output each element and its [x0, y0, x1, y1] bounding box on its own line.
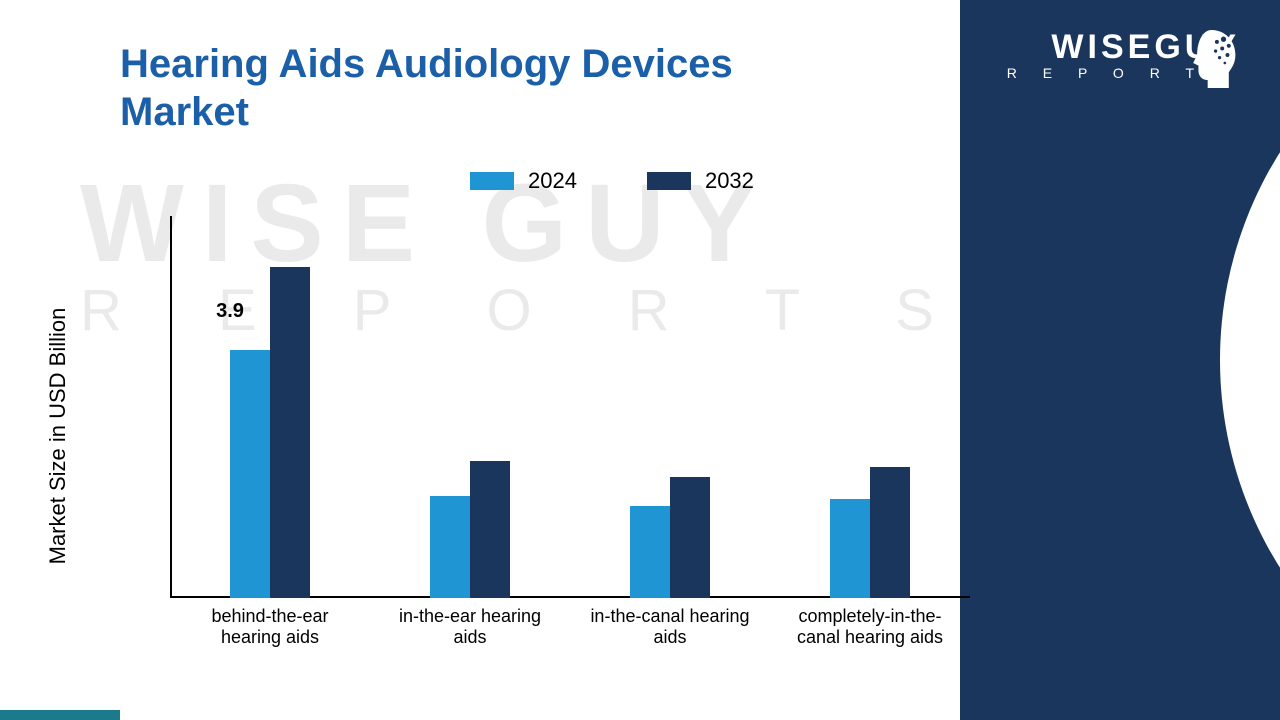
- legend: 2024 2032: [470, 168, 754, 194]
- bar-2032: [870, 467, 910, 598]
- bar-group: in-the-canal hearing aids: [590, 477, 750, 598]
- bar-group: 3.9behind-the-ear hearing aids: [190, 267, 350, 598]
- legend-label-2032: 2032: [705, 168, 754, 194]
- legend-label-2024: 2024: [528, 168, 577, 194]
- category-label: in-the-canal hearing aids: [590, 598, 750, 647]
- bar-2024: [830, 499, 870, 598]
- bar-group: in-the-ear hearing aids: [390, 461, 550, 598]
- legend-swatch-2032: [647, 172, 691, 190]
- brand-logo: WISEGUY R E P O R T S: [1007, 28, 1240, 81]
- y-axis: [170, 216, 172, 598]
- bar-2032: [470, 461, 510, 598]
- plot-area: 3.9behind-the-ear hearing aids in-the-ear…: [150, 216, 970, 598]
- ellipse-cutout: [1220, 0, 1280, 720]
- bar-group: completely-in-the-canal hearing aids: [790, 467, 950, 598]
- chart-title: Hearing Aids Audiology Devices Market: [120, 40, 820, 136]
- chart: Market Size in USD Billion 3.9behind-the…: [100, 216, 970, 656]
- bar-2032: [670, 477, 710, 598]
- bar-2032: [270, 267, 310, 598]
- head-silhouette-icon: [1176, 26, 1242, 92]
- bar-2024: [630, 506, 670, 598]
- legend-item-2032: 2032: [647, 168, 754, 194]
- category-label: completely-in-the-canal hearing aids: [790, 598, 950, 647]
- y-axis-label: Market Size in USD Billion: [45, 308, 71, 565]
- bottom-accent: [0, 710, 120, 720]
- category-label: behind-the-ear hearing aids: [190, 598, 350, 647]
- legend-swatch-2024: [470, 172, 514, 190]
- legend-item-2024: 2024: [470, 168, 577, 194]
- canvas: WISE GUY R E P O R T S Hearing Aids Audi…: [0, 0, 1280, 720]
- bar-value-label: 3.9: [216, 300, 244, 323]
- bar-2024: [430, 496, 470, 598]
- bar-2024: [230, 350, 270, 598]
- brand-panel: [960, 0, 1280, 720]
- category-label: in-the-ear hearing aids: [390, 598, 550, 647]
